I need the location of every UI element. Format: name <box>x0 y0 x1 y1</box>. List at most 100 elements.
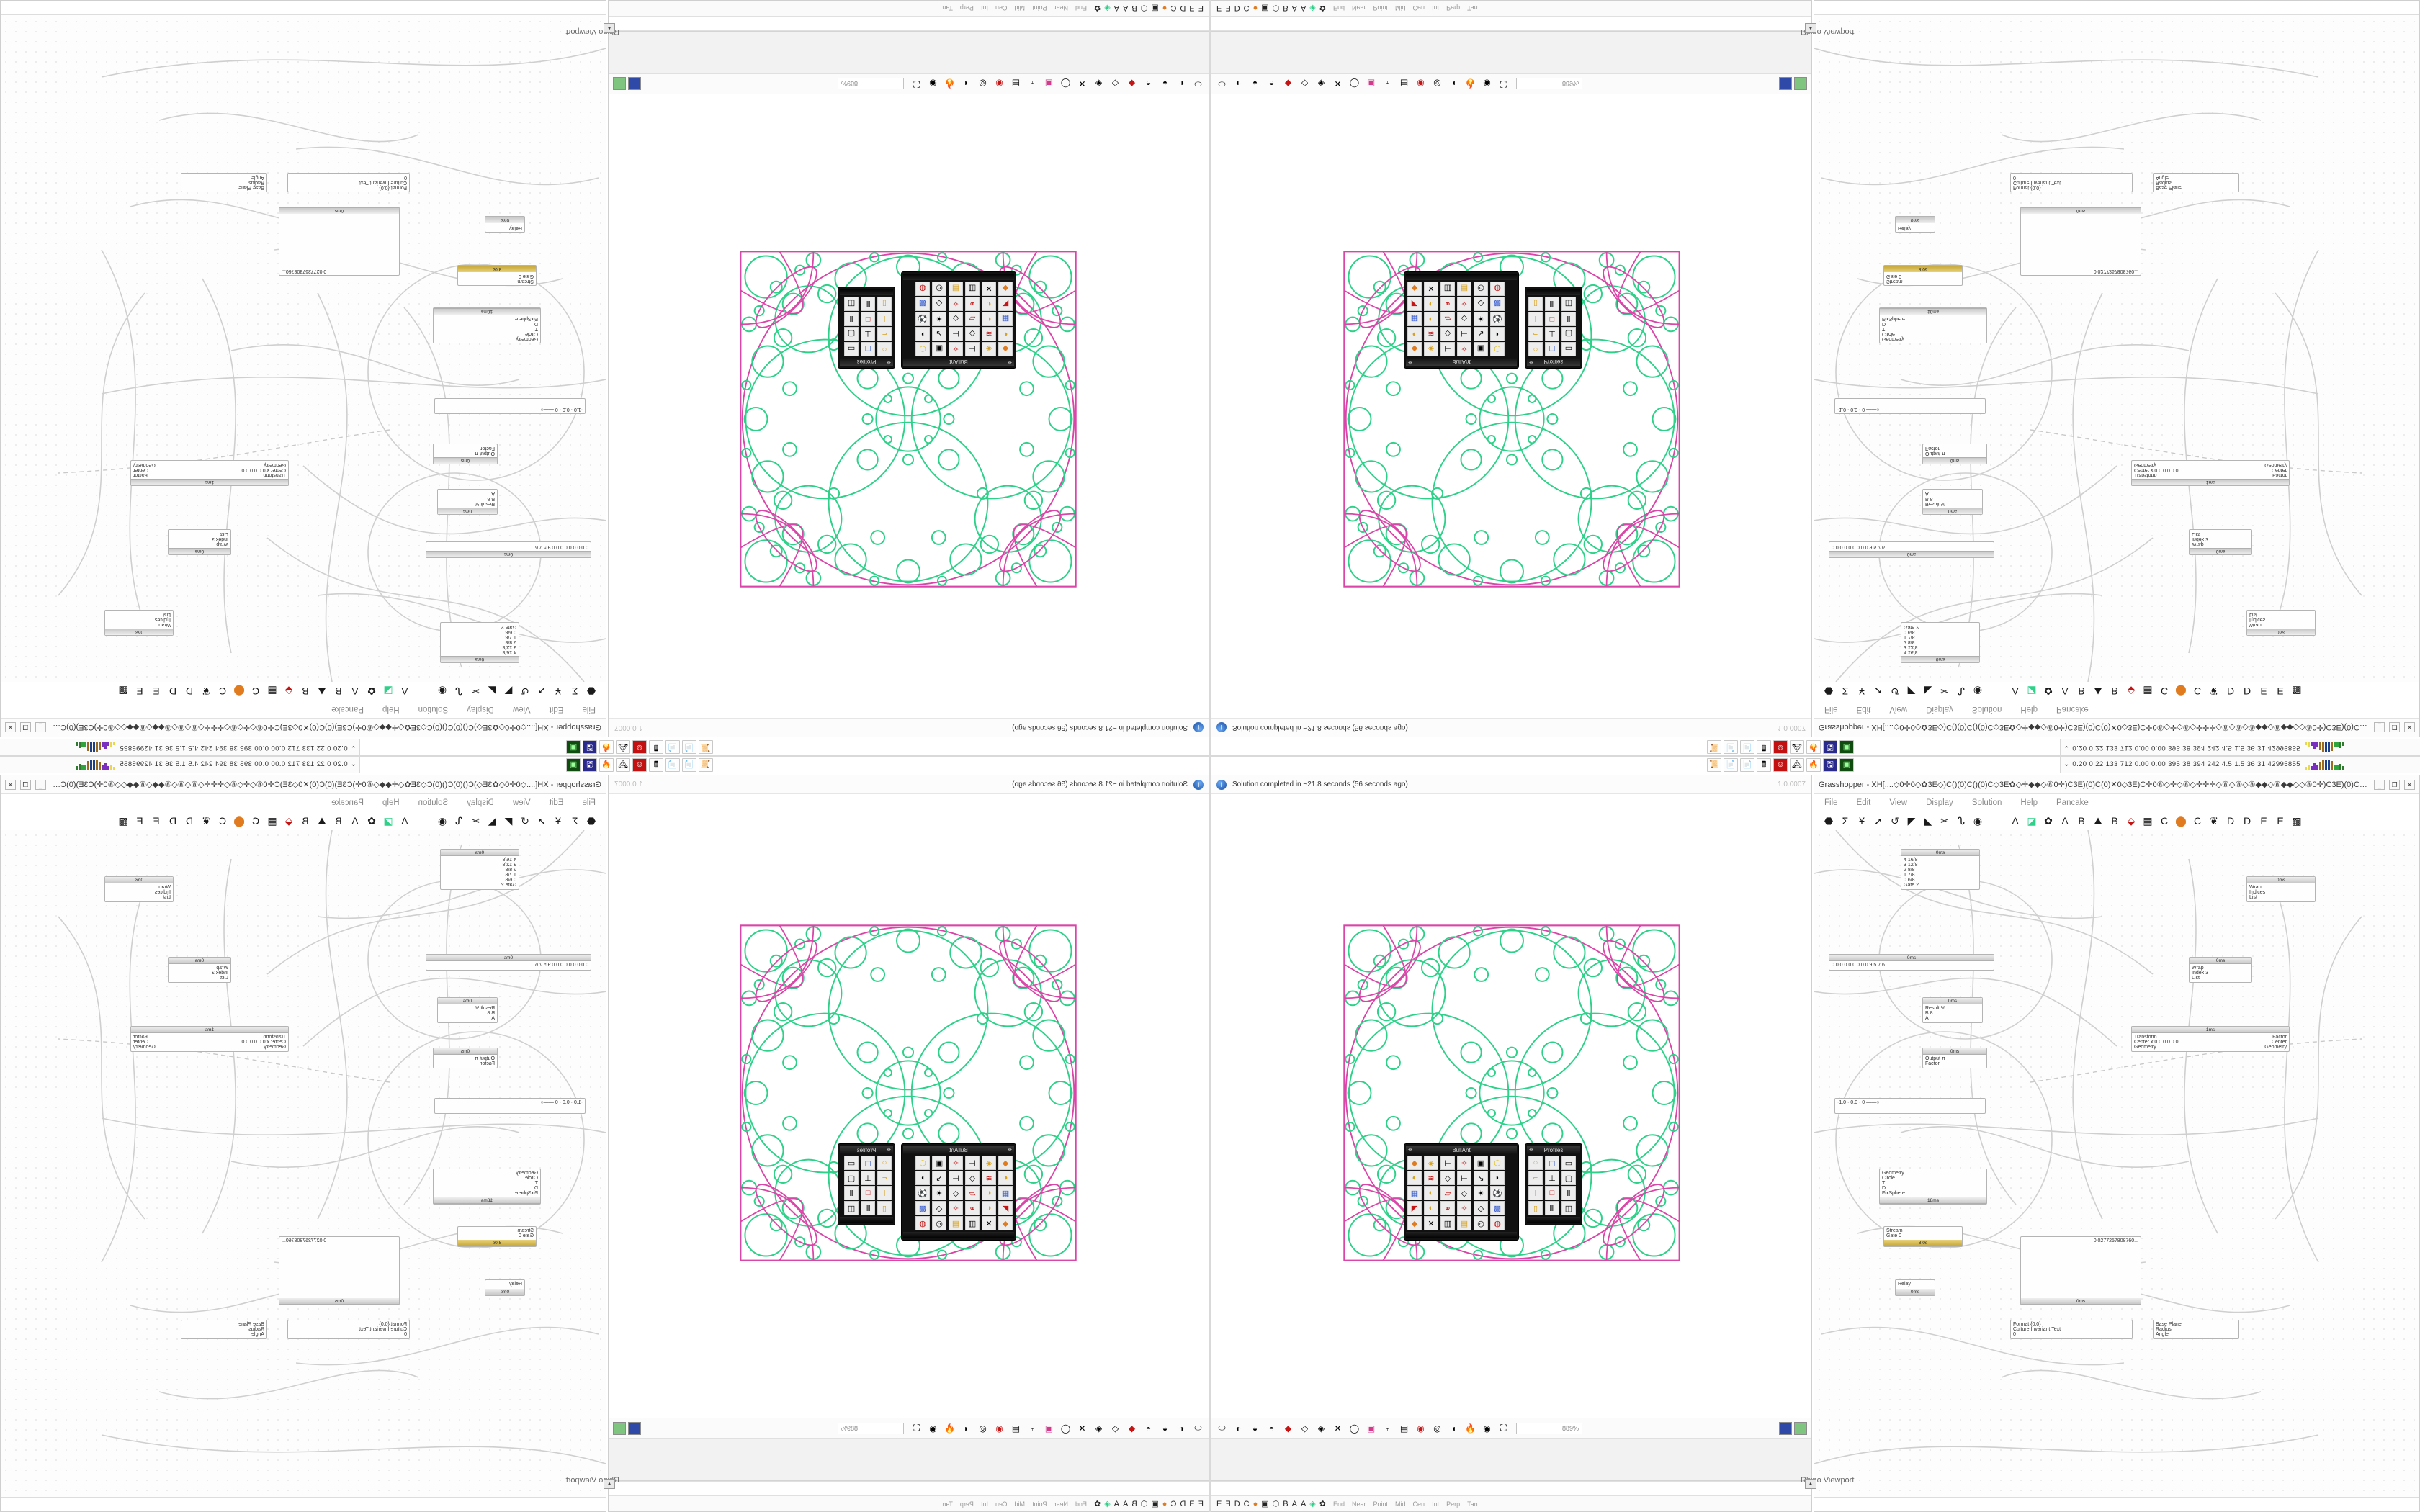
pal-icon[interactable]: ⊥ <box>1545 327 1559 341</box>
hex-icon[interactable]: ⬣ <box>1824 685 1834 698</box>
palette-grip-icon[interactable]: ✥ <box>1008 1148 1012 1153</box>
xray-icon[interactable]: ◐ <box>1178 1423 1185 1434</box>
crossings-icon[interactable]: ✕ <box>1334 78 1342 89</box>
knot-icon[interactable]: A <box>1123 1499 1129 1508</box>
gh-node[interactable]: 0ms 4 16/8 3 12/8 2 8/8 1 7/8 0 6/8 Gate… <box>1901 622 1980 663</box>
photo-icon[interactable]: 🏔 <box>616 757 630 772</box>
menu-item-help[interactable]: Help <box>382 798 400 807</box>
pal-icon[interactable]: ◍ <box>915 282 930 296</box>
tab-pufferfish[interactable]: D <box>2243 685 2251 697</box>
pal-icon[interactable]: ▩ <box>915 1201 930 1215</box>
disable-icon[interactable]: ✿ <box>1094 4 1101 12</box>
panel-content[interactable]: 0.0277257808760... <box>2093 269 2138 274</box>
kangaroo-icon[interactable]: ⬤ <box>233 814 245 827</box>
kangaroo-icon[interactable]: ⬤ <box>2175 685 2187 698</box>
tab-vector[interactable]: A <box>351 815 359 827</box>
pal-icon[interactable]: ▢ <box>1561 327 1576 341</box>
grasshopper-component-tabs[interactable]: ⬣ Σ Ұ ➚ ↺ ◤ ◣ ✂ ᔐ ◉ A ◪ ✿ A B ⛰ <box>1814 682 2419 701</box>
node-body[interactable]: Wrap Indices List <box>2247 883 2315 901</box>
knot-icon[interactable]: A <box>1291 1499 1297 1508</box>
osnap-label[interactable]: Mid <box>1014 4 1025 12</box>
node-body[interactable]: Relay <box>509 225 522 230</box>
doc-icon[interactable]: 📄 <box>1724 740 1738 755</box>
menu-item-pancake[interactable]: Pancake <box>331 798 364 807</box>
node-body[interactable]: 4 16/8 3 12/8 2 8/8 1 7/8 0 6/8 Gate 2 <box>441 623 519 656</box>
pal-icon[interactable]: ↘ <box>932 1171 946 1185</box>
intersect-icon[interactable]: ⬙ <box>2127 685 2136 698</box>
tab-vector[interactable]: A <box>2061 685 2069 697</box>
face-icon[interactable]: ☺ <box>1773 740 1788 755</box>
cen-icon[interactable]: C <box>1243 4 1250 13</box>
flame-icon[interactable]: 🔥 <box>1806 740 1821 755</box>
gh-node[interactable]: 0ms 4 16/8 3 12/8 2 8/8 1 7/8 0 6/8 Gate… <box>440 622 519 663</box>
grasshopper-canvas[interactable]: 0ms 4 16/8 3 12/8 2 8/8 1 7/8 0 6/8 Gate… <box>1 830 606 1497</box>
knot-icon[interactable]: A <box>1291 4 1297 13</box>
pal-icon[interactable]: □ <box>1545 1186 1559 1200</box>
pal-icon[interactable]: ◆ <box>998 282 1013 296</box>
blob-icon[interactable]: ◤ <box>504 685 513 698</box>
gh-node[interactable]: 0ms Result % B 8 A <box>1922 489 1983 515</box>
pal-icon[interactable]: ▤ <box>1457 282 1471 296</box>
upsilon-icon[interactable]: Ұ <box>555 685 561 697</box>
transform-icon[interactable]: ▦ <box>267 814 277 827</box>
kangaroo-icon[interactable]: ⬤ <box>233 685 245 698</box>
pal-icon[interactable]: ⊥ <box>861 327 875 341</box>
menu-item-display[interactable]: Display <box>467 798 494 807</box>
rhino-command-line[interactable] <box>609 17 1209 31</box>
osnap-label[interactable]: Int <box>1432 1500 1440 1508</box>
pal-icon[interactable]: Ⅲ <box>861 1201 875 1215</box>
node-body[interactable]: Result % B 8 A <box>438 490 497 508</box>
node-body[interactable]: Stream Gate 0 <box>458 1227 536 1240</box>
crossings-icon[interactable]: ✕ <box>1078 1423 1086 1434</box>
tab-anemone[interactable]: E <box>2260 685 2267 697</box>
project-icon[interactable]: ◈ <box>1309 4 1316 12</box>
pal-icon[interactable]: ✧ <box>949 342 963 356</box>
osnap-label[interactable]: Mid <box>1395 1500 1406 1508</box>
menu-item-file[interactable]: File <box>1824 705 1838 714</box>
gh-node[interactable]: Format {0;0} Culture Invariant Text 0 <box>2010 1320 2133 1339</box>
gh-node[interactable]: 0ms Wrap Index 3 List <box>2189 957 2252 983</box>
minimize-button[interactable]: _ <box>35 722 46 733</box>
eye-icon[interactable]: ◉ <box>1483 1423 1491 1434</box>
zoom-extents-icon[interactable]: ⛶ <box>913 79 920 89</box>
menu-item-help[interactable]: Help <box>2020 705 2038 714</box>
node-body[interactable]: Geometry Circle T D FixSphere <box>434 315 540 343</box>
panel-content[interactable]: 0.0277257808760... <box>282 1238 327 1243</box>
eye-icon[interactable]: ◉ <box>1973 814 1983 827</box>
chevron-down-icon[interactable]: ⌄ <box>2063 744 2070 752</box>
pal-icon[interactable]: ◇ <box>1440 1171 1455 1185</box>
rhino-command-line[interactable] <box>1211 17 1811 31</box>
menu-item-solution[interactable]: Solution <box>418 705 449 714</box>
menu-item-file[interactable]: File <box>582 798 596 807</box>
gh-node[interactable]: 0ms 0 0 0 0 0 0 0 0 0 9 5 7 6 <box>1829 541 1994 558</box>
pal-icon[interactable]: ⊢ <box>949 1171 963 1185</box>
pal-icon[interactable]: ⊢ <box>1440 1156 1455 1170</box>
pal-icon[interactable]: ▤ <box>1457 1216 1471 1230</box>
hex-icon[interactable]: ⬣ <box>586 685 596 698</box>
gh-node[interactable]: Base Plane Radius Angle <box>2153 1320 2239 1339</box>
pal-icon[interactable]: ○ <box>1528 342 1543 356</box>
at-icon[interactable]: ◎ <box>979 78 987 89</box>
sigma-icon[interactable]: Σ <box>571 685 578 697</box>
palette-title-profiles[interactable]: ✥ Profiles <box>840 1146 893 1154</box>
zoom-extents-icon[interactable]: ⛶ <box>913 1423 920 1433</box>
pal-icon[interactable]: □ <box>1545 312 1559 326</box>
pal-icon[interactable]: ◎ <box>932 282 946 296</box>
gh-node[interactable]: 0ms 0 0 0 0 0 0 0 0 0 9 5 7 6 <box>426 954 591 971</box>
node-body[interactable]: Format {0;0} Culture Invariant Text 0 <box>2011 174 2132 192</box>
system-stats-bar[interactable]: ⌄ 0.20 0.22 133 712 0.00 0.00 395 38 394… <box>0 739 360 756</box>
osnap-label[interactable]: Cen <box>995 1500 1008 1508</box>
pal-icon[interactable]: ↘ <box>1474 1171 1488 1185</box>
ghosted-icon[interactable]: ⬭ <box>1194 79 1202 89</box>
gh-node[interactable]: 0ms Result % B 8 A <box>1922 997 1983 1023</box>
pal-icon[interactable]: ◇ <box>949 312 963 326</box>
zoom-extents-icon[interactable]: ⛶ <box>1500 79 1507 89</box>
pal-icon[interactable]: ◐ <box>1424 1186 1438 1200</box>
eye-icon[interactable]: ◉ <box>1973 685 1983 698</box>
osnap-label[interactable]: Near <box>1054 4 1068 12</box>
grasshopper-canvas[interactable]: 0ms 4 16/8 3 12/8 2 8/8 1 7/8 0 6/8 Gate… <box>1814 830 2419 1497</box>
chevron-down-icon[interactable]: ⌄ <box>350 760 357 768</box>
knot-icon[interactable]: A <box>1123 4 1129 13</box>
tab-lunchbox[interactable]: D <box>2226 815 2235 827</box>
tab-pufferfish[interactable]: D <box>169 685 177 697</box>
